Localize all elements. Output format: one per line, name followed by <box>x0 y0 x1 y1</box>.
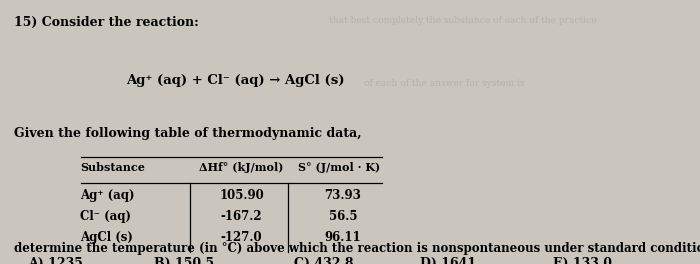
Text: C) 432.8: C) 432.8 <box>294 257 354 264</box>
Text: -167.2: -167.2 <box>220 210 262 223</box>
Text: 105.90: 105.90 <box>219 189 264 202</box>
Text: Ag⁺ (aq): Ag⁺ (aq) <box>80 189 135 202</box>
Text: E) 133.0: E) 133.0 <box>553 257 612 264</box>
Text: S° (J/mol · K): S° (J/mol · K) <box>298 162 379 173</box>
Text: 56.5: 56.5 <box>329 210 357 223</box>
Text: D) 1641: D) 1641 <box>420 257 476 264</box>
Text: B) 150.5: B) 150.5 <box>154 257 214 264</box>
Text: determine the temperature (in °C) above which the reaction is nonspontaneous und: determine the temperature (in °C) above … <box>14 242 700 254</box>
Text: A) 1235: A) 1235 <box>28 257 83 264</box>
Text: Ag⁺ (aq) + Cl⁻ (aq) → AgCl (s): Ag⁺ (aq) + Cl⁻ (aq) → AgCl (s) <box>126 74 344 87</box>
Text: ΔHf° (kJ/mol): ΔHf° (kJ/mol) <box>199 162 284 173</box>
Text: of each of the answer for system is: of each of the answer for system is <box>364 79 524 88</box>
Text: AgCl (s): AgCl (s) <box>80 231 134 244</box>
Text: Given the following table of thermodynamic data,: Given the following table of thermodynam… <box>14 127 362 140</box>
Text: 73.93: 73.93 <box>325 189 361 202</box>
Text: that best completely the substance of each of the practice: that best completely the substance of ea… <box>329 16 596 25</box>
Text: Substance: Substance <box>80 162 146 173</box>
Text: Cl⁻ (aq): Cl⁻ (aq) <box>80 210 132 223</box>
Text: 96.11: 96.11 <box>325 231 361 244</box>
Text: 15) Consider the reaction:: 15) Consider the reaction: <box>14 16 199 29</box>
Text: -127.0: -127.0 <box>220 231 262 244</box>
